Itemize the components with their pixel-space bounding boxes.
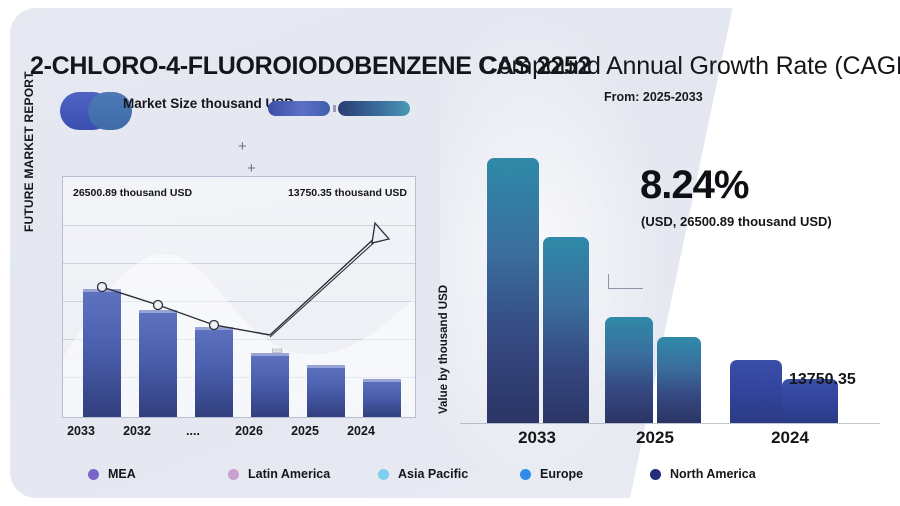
market-size-label: Market Size thousand USD bbox=[123, 96, 295, 111]
legend-dot-icon bbox=[378, 468, 389, 480]
bar-2024 bbox=[363, 379, 401, 417]
right-bar-2025-b bbox=[657, 337, 701, 423]
page-title-right: Compound Annual Growth Rate (CAGR) bbox=[480, 52, 900, 80]
legend-label: Europe bbox=[540, 467, 584, 481]
legend-item-asia-pacific[interactable]: Asia Pacific bbox=[378, 467, 468, 481]
left-axis-label-2026: 2026 bbox=[235, 424, 263, 438]
legend-dot-icon bbox=[650, 468, 661, 480]
right-bar-2025-a bbox=[605, 317, 653, 423]
legend-item-europe[interactable]: Europe bbox=[520, 467, 583, 481]
left-axis-label-2033: 2033 bbox=[67, 424, 95, 438]
small-axis-tick-decoration bbox=[608, 274, 643, 289]
legend-dot-icon bbox=[228, 468, 239, 480]
right-chart-end-value-label: 13750.35 bbox=[789, 371, 856, 388]
right-bar-2033-b bbox=[543, 237, 589, 423]
right-bar-2024-a bbox=[730, 360, 782, 423]
right-chart-baseline bbox=[460, 423, 880, 424]
blob-circle-secondary bbox=[88, 92, 132, 130]
page-title-left: 2-CHLORO-4-FLUOROIODOBENZENE CAS 2252 bbox=[30, 52, 592, 80]
left-axis-label-2024: 2024 bbox=[347, 424, 375, 438]
left-axis-label-2025: 2025 bbox=[291, 424, 319, 438]
legend-label: North America bbox=[670, 467, 756, 481]
legend-pill-primary bbox=[268, 101, 330, 116]
right-chart-y-axis-label: Value by thousand USD bbox=[438, 284, 450, 414]
legend-pill-separator bbox=[333, 105, 336, 112]
gridline bbox=[63, 263, 415, 264]
right-bar-2033-a bbox=[487, 158, 539, 423]
bar-2026 bbox=[251, 353, 289, 417]
legend-pill-secondary bbox=[338, 101, 410, 116]
legend-dot-icon bbox=[520, 468, 531, 480]
left-chart-y-axis-label: FUTURE MARKET REPORT bbox=[22, 71, 36, 232]
gridline bbox=[63, 225, 415, 226]
subtitle-date-range: From: 2025-2033 bbox=[604, 90, 703, 104]
legend-item-latin-america[interactable]: Latin America bbox=[228, 467, 330, 481]
legend-dot-icon bbox=[88, 468, 99, 480]
plus-marker-icon: + bbox=[247, 160, 256, 177]
legend-item-north-america[interactable]: North America bbox=[650, 467, 756, 481]
cagr-value: 8.24% bbox=[640, 163, 749, 207]
trend-line-overlay bbox=[96, 221, 391, 338]
left-chart-start-value-label: 26500.89 thousand USD bbox=[73, 187, 193, 199]
bar-2025 bbox=[307, 365, 345, 417]
gridline bbox=[63, 301, 415, 302]
left-axis-label-2032: 2032 bbox=[123, 424, 151, 438]
left-chart-plot-area: 26500.89 thousand USD 13750.35 thousand … bbox=[62, 176, 416, 418]
plus-marker-icon: + bbox=[238, 138, 247, 155]
legend-label: MEA bbox=[108, 467, 136, 481]
right-bar-2024-b bbox=[782, 379, 838, 423]
right-axis-label-2025: 2025 bbox=[636, 428, 674, 447]
left-axis-label-ellipsis: .... bbox=[186, 424, 200, 438]
legend-label: Asia Pacific bbox=[398, 467, 469, 481]
right-axis-label-2024: 2024 bbox=[771, 428, 809, 447]
left-chart-end-value-label: 13750.35 thousand USD bbox=[287, 187, 407, 199]
legend-item-mea[interactable]: MEA bbox=[88, 467, 136, 481]
legend-label: Latin America bbox=[248, 467, 331, 481]
region-legend: MEA Latin America Asia Pacific Europe No… bbox=[80, 465, 800, 489]
market-size-blob-icon bbox=[60, 92, 132, 130]
bar-2032 bbox=[139, 310, 177, 417]
right-axis-label-2033: 2033 bbox=[518, 428, 556, 447]
cagr-note: (USD, 26500.89 thousand USD) bbox=[641, 214, 832, 229]
